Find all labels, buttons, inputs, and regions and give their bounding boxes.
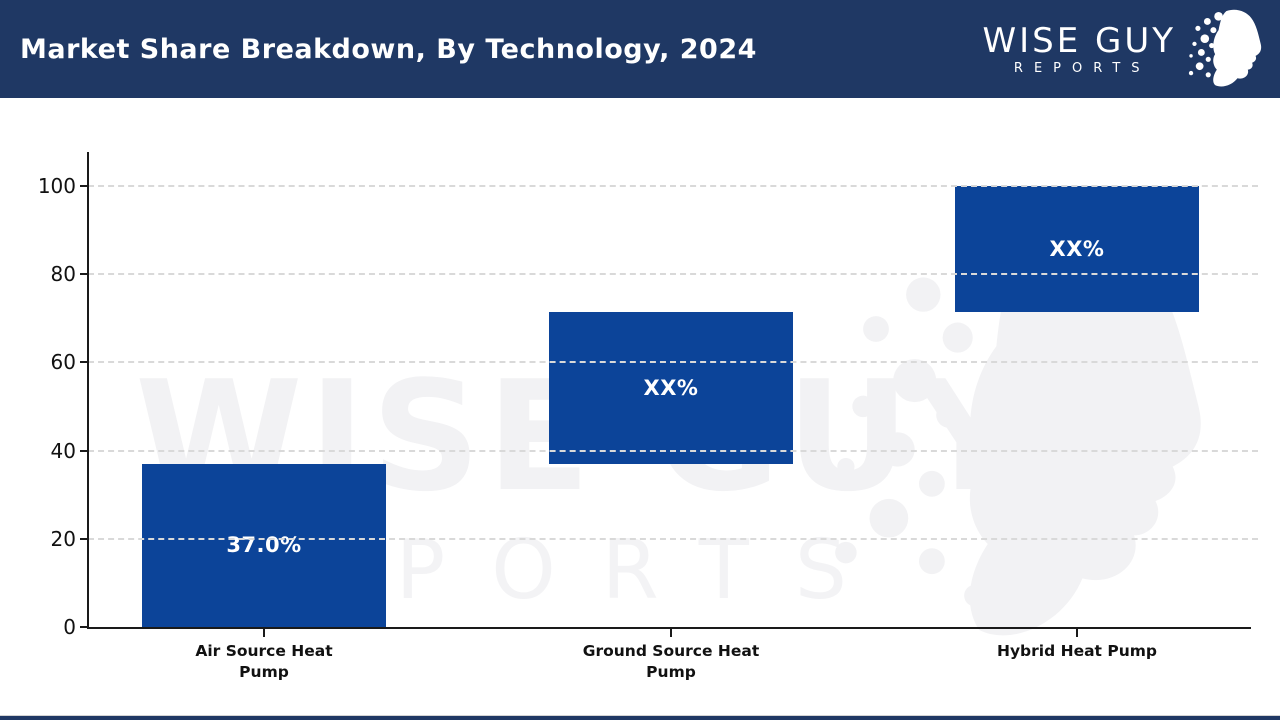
y-tick-mark-80 [80, 273, 88, 276]
bar-0: 37.0% [142, 463, 386, 627]
x-axis-label-1: Ground Source Heat Pump [582, 642, 760, 681]
y-tick-mark-60 [80, 361, 88, 364]
gridline-40 [88, 449, 1258, 452]
y-tick-label-100: 100 [37, 174, 76, 198]
x-tick-mark-2 [1076, 629, 1078, 637]
x-tick-mark-0 [263, 629, 265, 637]
logo-face-icon [1188, 9, 1262, 87]
bar-1: XX% [549, 312, 793, 464]
y-tick-label-60: 60 [50, 350, 76, 375]
bar-value-label-1: XX% [643, 375, 699, 400]
chart-title: Market Share Breakdown, By Technology, 2… [20, 33, 757, 65]
gridline-20 [88, 537, 1258, 540]
logo-subtitle: REPORTS [1013, 60, 1151, 76]
y-axis-line [87, 152, 89, 629]
y-tick-label-40: 40 [50, 438, 76, 463]
x-tick-mark-1 [670, 629, 672, 637]
logo-wordmark: WISE GUY [982, 20, 1176, 61]
watermark-face-icon [835, 234, 1201, 636]
y-tick-mark-0 [80, 626, 88, 628]
gridline-80 [88, 273, 1258, 276]
header-banner: Market Share Breakdown, By Technology, 2… [0, 0, 1280, 98]
y-tick-label-20: 20 [50, 526, 76, 551]
bar-value-label-0: 37.0% [226, 533, 302, 558]
y-tick-mark-20 [80, 537, 88, 540]
footer-bar [0, 716, 1280, 720]
y-tick-label-80: 80 [50, 262, 76, 287]
wise-guy-reports-logo: WISE GUY REPORTS [982, 6, 1280, 92]
y-tick-mark-40 [80, 449, 88, 452]
bar-value-label-2: XX% [1049, 237, 1105, 262]
logo-text: WISE GUY REPORTS [982, 23, 1176, 76]
y-tick-mark-100 [80, 185, 88, 187]
gridline-100 [88, 185, 1258, 187]
gridline-60 [88, 361, 1258, 364]
x-axis-label-0: Air Source Heat Pump [195, 642, 333, 681]
footer-hairline [0, 715, 1280, 716]
x-axis-line [87, 627, 1251, 629]
bar-2: XX% [955, 186, 1199, 313]
x-axis-label-2: Hybrid Heat Pump [996, 642, 1157, 660]
y-tick-label-0: 0 [63, 615, 76, 639]
